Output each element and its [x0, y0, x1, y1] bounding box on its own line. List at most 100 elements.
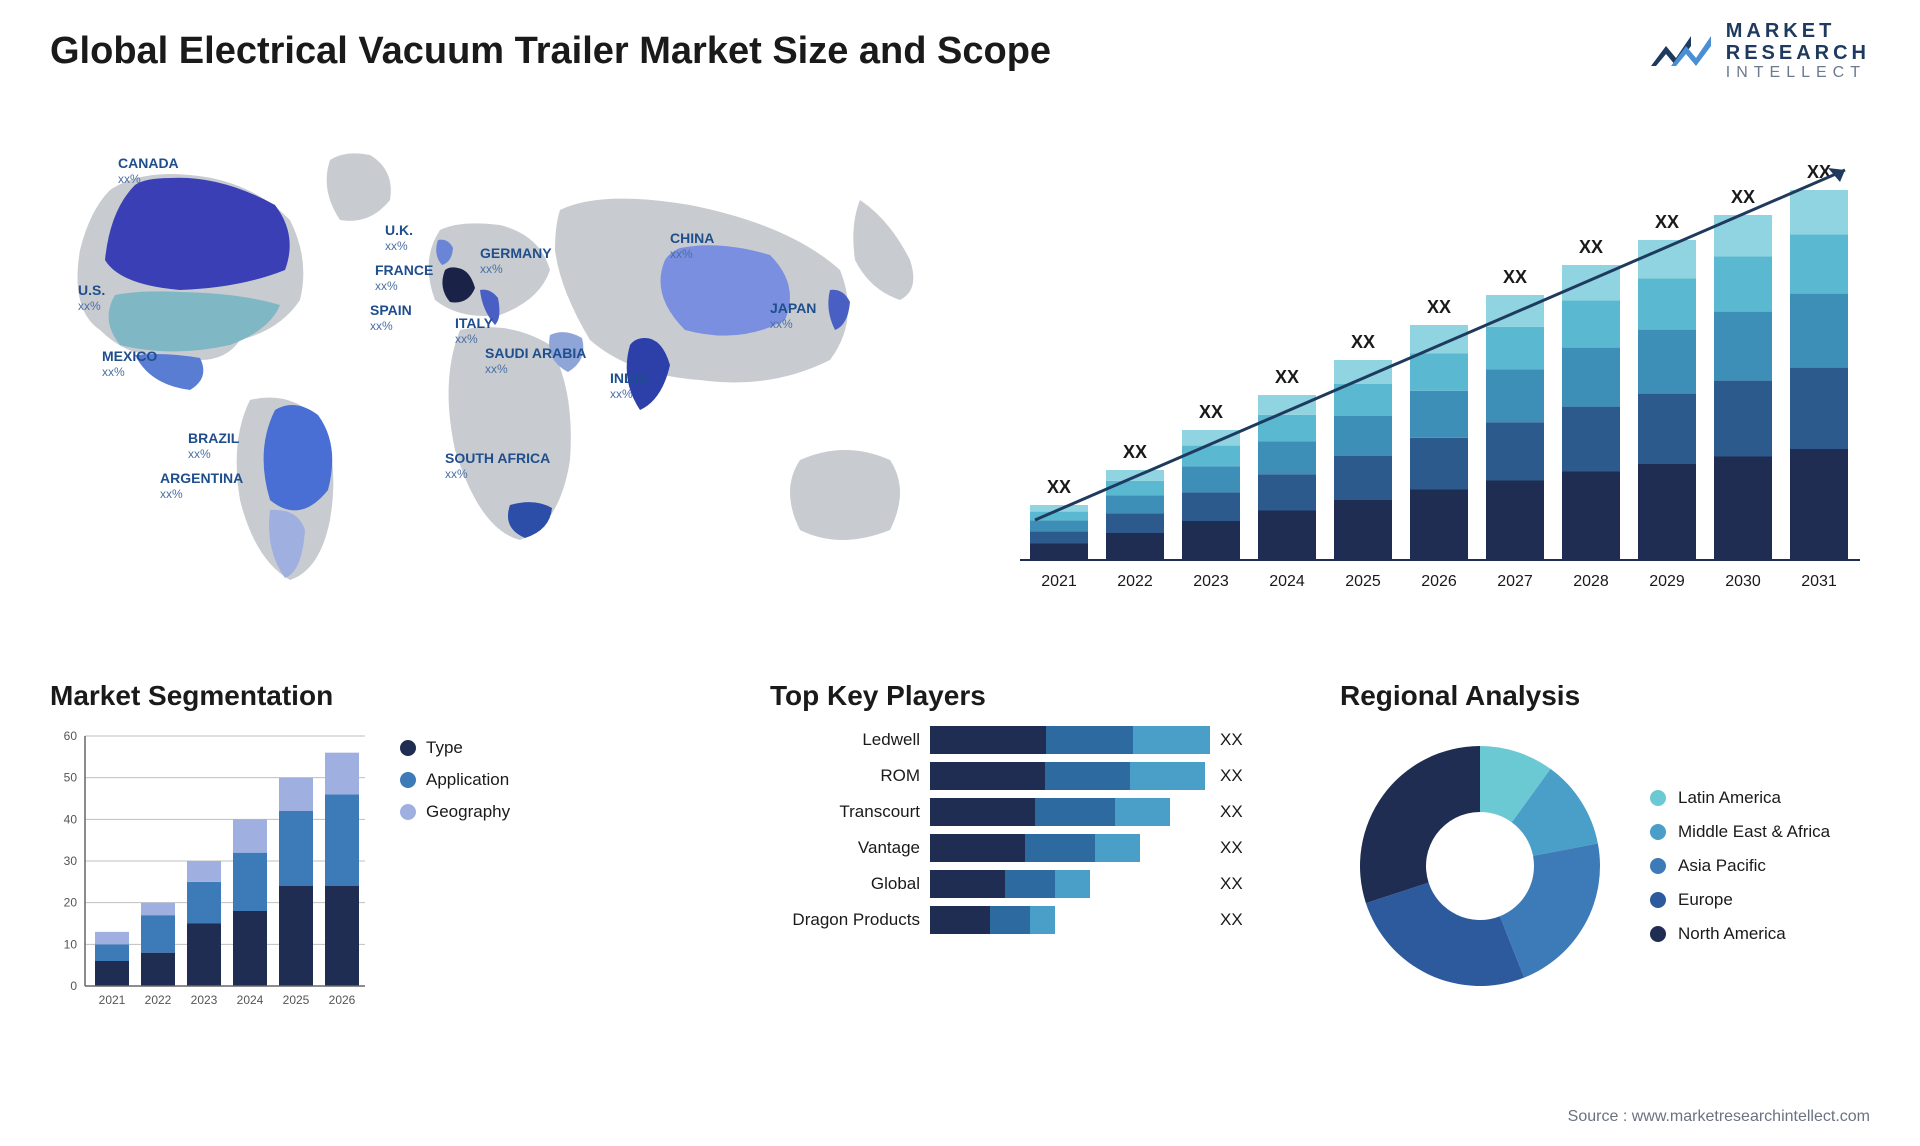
logo-text: MARKET RESEARCH INTELLECT	[1726, 20, 1870, 82]
key-player-value: XX	[1220, 874, 1260, 894]
key-player-value: XX	[1220, 766, 1260, 786]
regional-title: Regional Analysis	[1340, 680, 1900, 712]
svg-text:2023: 2023	[191, 993, 218, 1007]
svg-text:60: 60	[64, 729, 78, 743]
logo-icon	[1646, 26, 1716, 76]
key-player-value: XX	[1220, 802, 1260, 822]
svg-text:2023: 2023	[1193, 573, 1229, 590]
svg-text:2026: 2026	[1421, 573, 1457, 590]
svg-text:2024: 2024	[237, 993, 264, 1007]
svg-text:XX: XX	[1275, 367, 1299, 387]
svg-text:2030: 2030	[1725, 573, 1761, 590]
key-player-bar	[930, 870, 1210, 898]
svg-text:20: 20	[64, 896, 78, 910]
segmentation-section: Market Segmentation 0 10 20 30 40 50 60 2021 20…	[50, 680, 570, 1026]
key-player-label: Global	[770, 874, 920, 894]
page-title: Global Electrical Vacuum Trailer Market …	[50, 30, 1051, 73]
svg-text:2028: 2028	[1573, 573, 1609, 590]
donut-chart	[1340, 726, 1620, 1006]
key-player-row: Vantage XX	[770, 834, 1270, 862]
map-label: ITALYxx%	[455, 315, 493, 346]
key-players-section: Top Key Players LedwellXXROMXXTranscourt…	[770, 680, 1270, 942]
logo-line1: MARKET	[1726, 20, 1870, 42]
bar-chart-svg: XXXXXXXXXXXXXXXXXXXXXX 20212022202320242…	[1000, 140, 1880, 600]
svg-text:2027: 2027	[1497, 573, 1533, 590]
segmentation-title: Market Segmentation	[50, 680, 570, 712]
svg-text:XX: XX	[1427, 297, 1451, 317]
main-bar-chart: XXXXXXXXXXXXXXXXXXXXXX 20212022202320242…	[1000, 140, 1880, 600]
map-label: JAPANxx%	[770, 300, 816, 331]
svg-text:XX: XX	[1199, 402, 1223, 422]
key-player-label: Transcourt	[770, 802, 920, 822]
regional-section: Regional Analysis Latin America Middle Ea…	[1340, 680, 1900, 1006]
svg-text:40: 40	[64, 812, 78, 826]
key-player-label: Vantage	[770, 838, 920, 858]
map-label: FRANCExx%	[375, 262, 433, 293]
map-label: U.S.xx%	[78, 282, 105, 313]
key-player-label: Dragon Products	[770, 910, 920, 930]
svg-text:XX: XX	[1047, 477, 1071, 497]
key-player-row: Ledwell XX	[770, 726, 1270, 754]
key-player-row: Transcourt XX	[770, 798, 1270, 826]
key-player-label: ROM	[770, 766, 920, 786]
legend-item: Latin America	[1650, 788, 1830, 808]
svg-text:2022: 2022	[145, 993, 172, 1007]
map-label: SPAINxx%	[370, 302, 412, 333]
legend-item: Geography	[400, 802, 510, 822]
map-label: U.K.xx%	[385, 222, 413, 253]
svg-text:30: 30	[64, 854, 78, 868]
svg-text:2025: 2025	[283, 993, 310, 1007]
svg-text:2026: 2026	[329, 993, 356, 1007]
svg-text:2029: 2029	[1649, 573, 1685, 590]
svg-text:2021: 2021	[1041, 573, 1077, 590]
key-player-value: XX	[1220, 838, 1260, 858]
svg-text:XX: XX	[1123, 442, 1147, 462]
key-player-row: Global XX	[770, 870, 1270, 898]
svg-text:10: 10	[64, 937, 78, 951]
legend-item: North America	[1650, 924, 1830, 944]
svg-text:2024: 2024	[1269, 573, 1305, 590]
map-label: INDIAxx%	[610, 370, 648, 401]
key-player-value: XX	[1220, 730, 1260, 750]
svg-text:XX: XX	[1503, 267, 1527, 287]
source-text: Source : www.marketresearchintellect.com	[1568, 1108, 1870, 1126]
legend-item: Middle East & Africa	[1650, 822, 1830, 842]
key-players-title: Top Key Players	[770, 680, 1270, 712]
logo: MARKET RESEARCH INTELLECT	[1646, 20, 1870, 82]
key-player-label: Ledwell	[770, 730, 920, 750]
key-player-value: XX	[1220, 910, 1260, 930]
svg-text:2031: 2031	[1801, 573, 1837, 590]
map-label: MEXICOxx%	[102, 348, 157, 379]
svg-text:50: 50	[64, 771, 78, 785]
svg-text:XX: XX	[1351, 332, 1375, 352]
svg-text:2021: 2021	[99, 993, 126, 1007]
legend-item: Application	[400, 770, 510, 790]
map-label: CANADAxx%	[118, 155, 179, 186]
svg-text:2022: 2022	[1117, 573, 1153, 590]
regional-legend: Latin AmericaMiddle East & AfricaAsia Pa…	[1650, 774, 1830, 958]
svg-text:XX: XX	[1579, 237, 1603, 257]
key-player-row: ROM XX	[770, 762, 1270, 790]
map-label: SOUTH AFRICAxx%	[445, 450, 550, 481]
map-svg	[40, 130, 960, 630]
key-player-row: Dragon Products XX	[770, 906, 1270, 934]
map-label: CHINAxx%	[670, 230, 714, 261]
legend-item: Europe	[1650, 890, 1830, 910]
segmentation-chart: 0 10 20 30 40 50 60 2021 2022 2023 2024 2025 2026	[50, 726, 380, 1026]
legend-item: Type	[400, 738, 510, 758]
map-label: BRAZILxx%	[188, 430, 239, 461]
logo-line3: INTELLECT	[1726, 64, 1870, 82]
key-player-bar	[930, 906, 1210, 934]
key-player-bar	[930, 726, 1210, 754]
svg-text:2025: 2025	[1345, 573, 1381, 590]
map-label: SAUDI ARABIAxx%	[485, 345, 586, 376]
key-player-bar	[930, 762, 1210, 790]
map-label: ARGENTINAxx%	[160, 470, 243, 501]
world-map: CANADAxx% U.S.xx% MEXICOxx% BRAZILxx% ARGENT…	[40, 130, 960, 630]
map-label: GERMANYxx%	[480, 245, 552, 276]
logo-line2: RESEARCH	[1726, 42, 1870, 64]
key-player-bar	[930, 798, 1210, 826]
svg-text:0: 0	[70, 979, 77, 993]
segmentation-legend: Type Application Geography	[400, 726, 510, 1026]
key-player-bar	[930, 834, 1210, 862]
